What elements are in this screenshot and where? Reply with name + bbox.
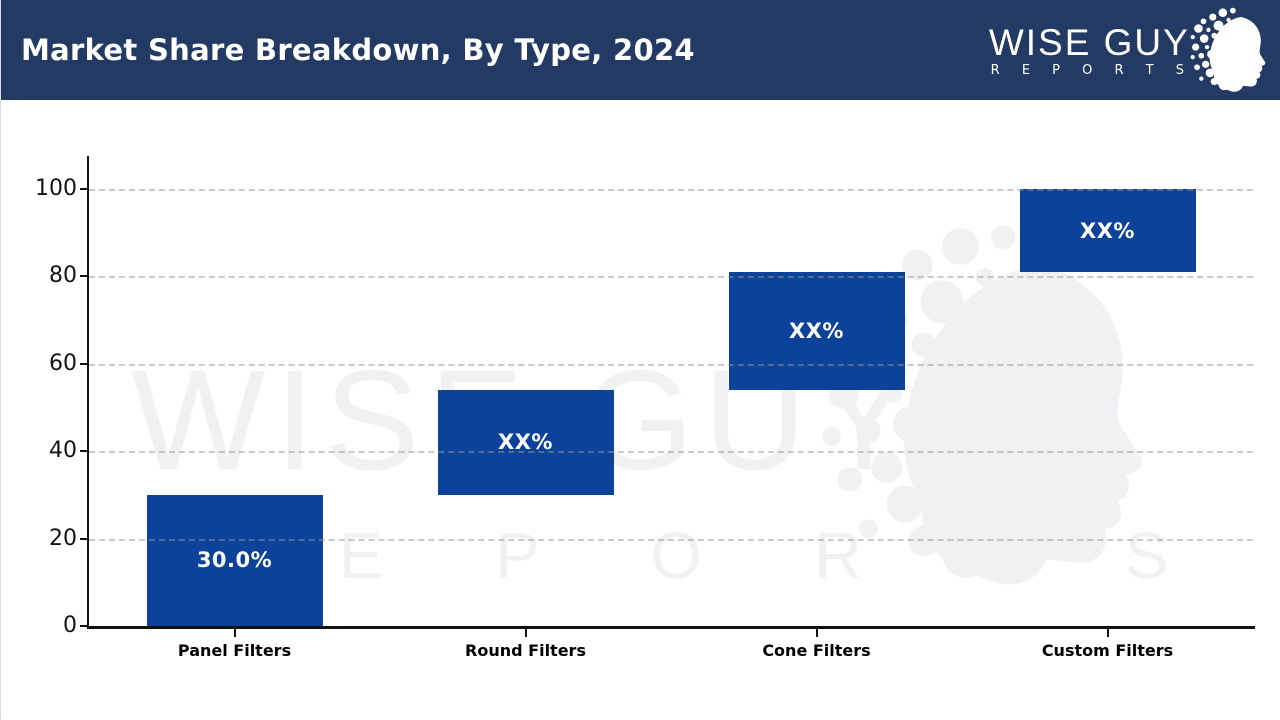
gridline-60 (89, 363, 1253, 366)
y-tick-mark (80, 275, 88, 278)
y-tick-label: 20 (49, 525, 77, 551)
x-axis-line (87, 626, 1255, 629)
bar-value-label: XX% (1080, 218, 1135, 243)
bar-value-label: 30.0% (196, 548, 273, 573)
y-tick-label: 100 (35, 176, 77, 201)
header-bar: Market Share Breakdown, By Type, 2024 WI… (1, 0, 1280, 100)
wise-guy-face-icon (1190, 7, 1266, 92)
category-label-round-filters: Round Filters (465, 641, 586, 660)
y-tick-label: 0 (63, 613, 77, 638)
x-tick-mark (233, 629, 236, 637)
bar-panel-filters: 30.0% (146, 494, 323, 626)
gridline-80 (89, 276, 1253, 279)
x-tick-mark (1106, 629, 1109, 637)
y-axis-line (87, 156, 89, 629)
chart-area: WISE GUY R E P O R T S 0 20 40 60 80 100 30.0%… (1, 100, 1280, 720)
category-label-cone-filters: Cone Filters (762, 641, 871, 660)
x-tick-mark (815, 629, 818, 637)
bar-value-label: XX% (498, 430, 553, 455)
brand-logo-text: WISE GUY R E P O R T S (986, 24, 1193, 77)
x-tick-mark (524, 629, 527, 637)
y-tick-mark (80, 188, 88, 190)
bar-custom-filters: XX% (1019, 189, 1196, 273)
bar-cone-filters: XX% (728, 272, 905, 390)
bar-value-label: XX% (789, 319, 844, 343)
brand-logo: WISE GUY R E P O R T S (986, 4, 1273, 96)
bar-round-filters: XX% (437, 390, 614, 495)
gridline-100 (89, 189, 1253, 191)
brand-subtitle: R E P O R T S (990, 62, 1193, 78)
y-tick-mark (80, 362, 88, 365)
brand-name: WISE GUY (988, 21, 1190, 63)
category-label-custom-filters: Custom Filters (1041, 641, 1174, 660)
gridline-20 (89, 538, 1253, 541)
y-tick-label: 40 (49, 438, 77, 464)
category-label-panel-filters: Panel Filters (177, 641, 292, 660)
y-tick-mark (80, 537, 88, 540)
y-tick-mark (80, 450, 88, 453)
y-tick-label: 60 (49, 350, 77, 376)
page-title: Market Share Breakdown, By Type, 2024 (21, 33, 695, 67)
y-tick-mark (80, 625, 88, 627)
y-tick-label: 80 (49, 263, 77, 289)
gridline-40 (89, 451, 1253, 454)
